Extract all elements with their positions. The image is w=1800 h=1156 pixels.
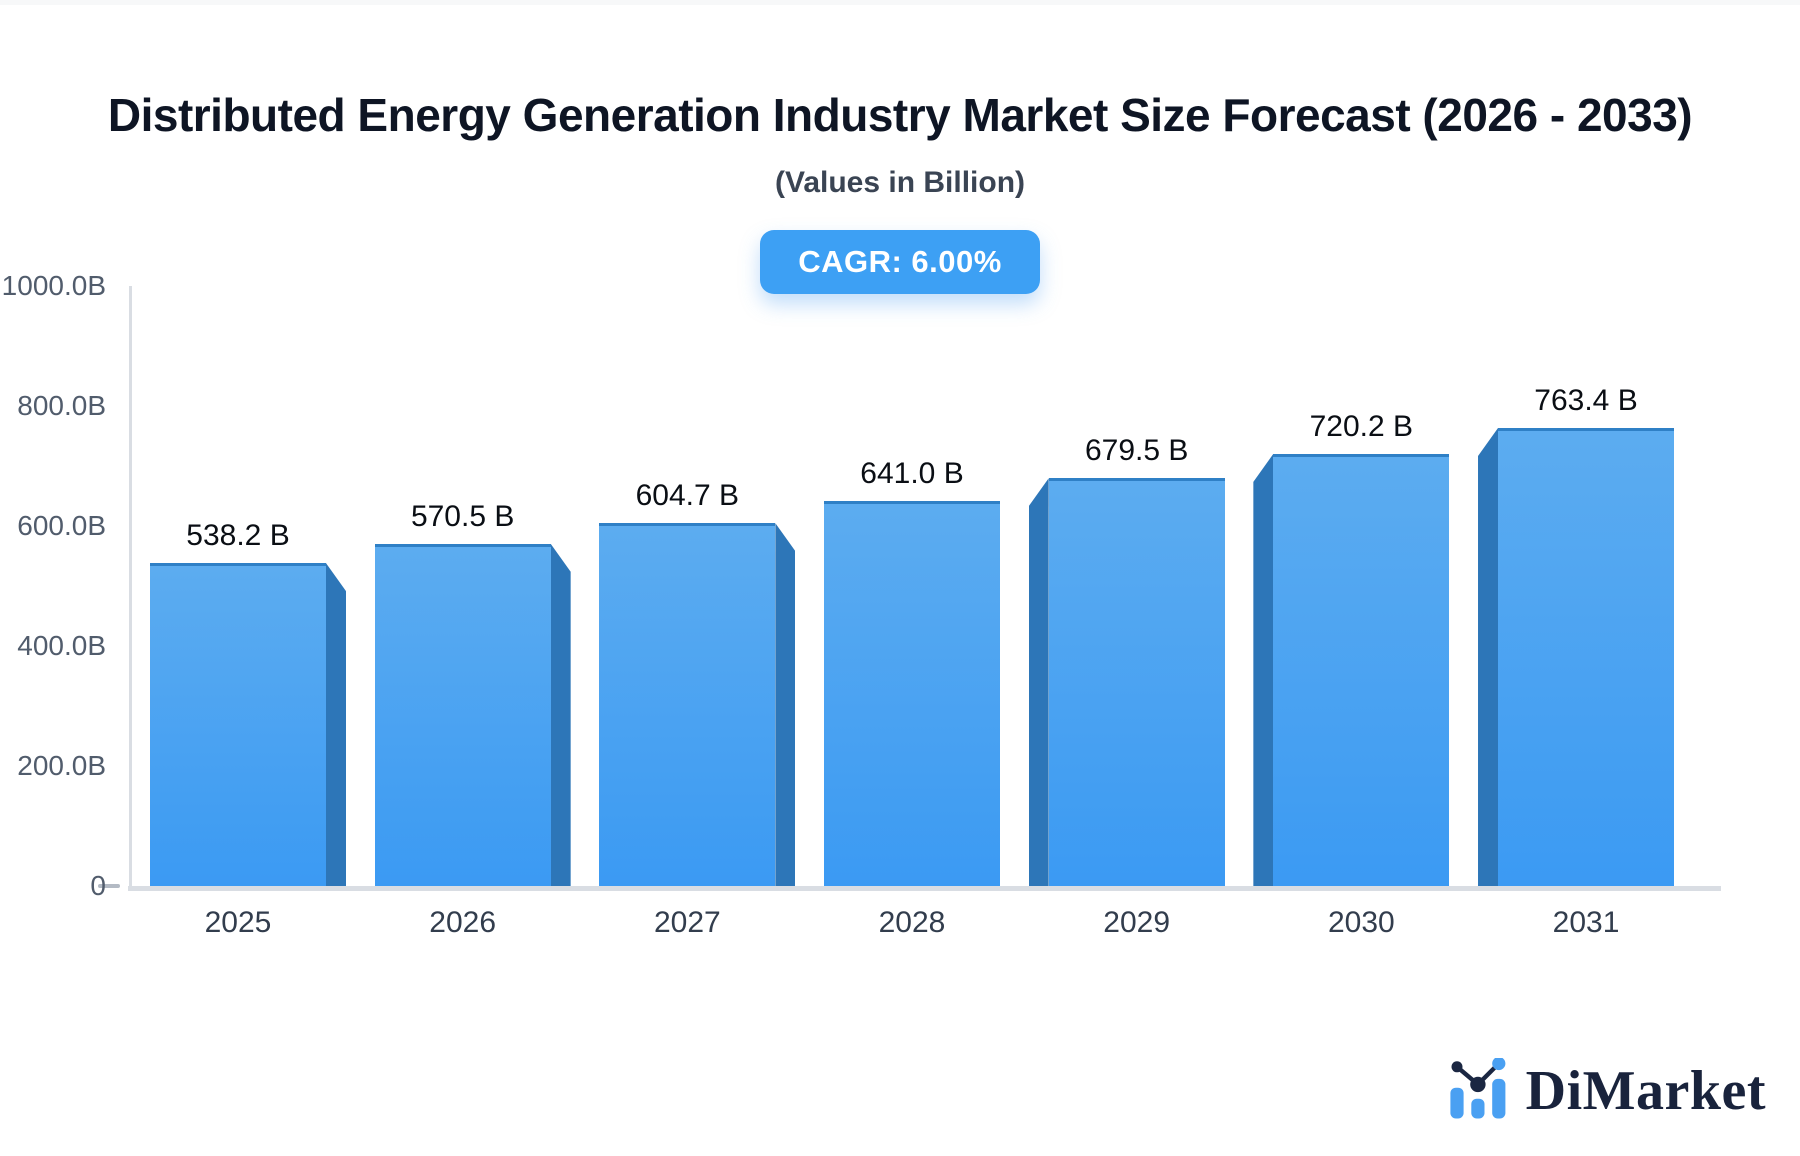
bar-value-label: 679.5 B	[1084, 434, 1189, 468]
bar-value-label: 570.5 B	[410, 499, 515, 533]
x-axis-tick-label: 2026	[429, 906, 497, 939]
top-edge-divider	[0, 0, 1800, 5]
y-axis-tick-label: 0	[90, 870, 106, 901]
bar-value-label: 763.4 B	[1534, 383, 1638, 417]
bar-3d-side	[1028, 478, 1049, 886]
y-axis-tick-label: 600.0B	[17, 510, 106, 541]
bar-value-label: 720.2 B	[1309, 409, 1414, 443]
x-axis-line	[128, 886, 1721, 891]
x-axis-tick-label: 2028	[878, 906, 946, 939]
bar-2030	[1273, 453, 1450, 886]
bar-3d-side	[550, 543, 571, 886]
bar-2028	[824, 501, 1000, 886]
bar-2029	[1048, 478, 1225, 886]
bar-3d-side	[775, 523, 796, 886]
y-axis-tick-label: 1000.0B	[1, 270, 106, 301]
bar-3d-side	[326, 563, 346, 886]
brand-logo: DiMarket	[1446, 1058, 1766, 1124]
bar-2031	[1498, 427, 1675, 886]
bar-3d-side	[1478, 427, 1499, 886]
logo-text: DiMarket	[1525, 1060, 1766, 1122]
x-axis-tick-label: 2031	[1552, 906, 1620, 939]
bar-value-label: 641.0 B	[860, 457, 964, 491]
x-axis-tick-label: 2030	[1327, 906, 1395, 939]
y-axis-tick-label: 200.0B	[17, 750, 106, 781]
y-axis-line	[129, 286, 132, 888]
y-axis-tick-label: 800.0B	[17, 390, 106, 421]
x-axis-tick-label: 2027	[653, 906, 721, 939]
bar-3d-side	[1253, 453, 1274, 886]
zero-tick-mark	[98, 884, 120, 888]
bar-2027	[599, 523, 776, 886]
y-axis-tick-label: 400.0B	[17, 630, 106, 661]
bar-value-label: 604.7 B	[635, 479, 740, 513]
x-axis-tick-label: 2025	[204, 906, 272, 939]
bar-2025	[150, 563, 326, 886]
bar-value-label: 538.2 B	[186, 519, 290, 553]
bar-2026	[374, 543, 551, 886]
x-axis-tick-label: 2029	[1103, 906, 1171, 939]
bar-chart-logo-icon	[1450, 1058, 1506, 1119]
